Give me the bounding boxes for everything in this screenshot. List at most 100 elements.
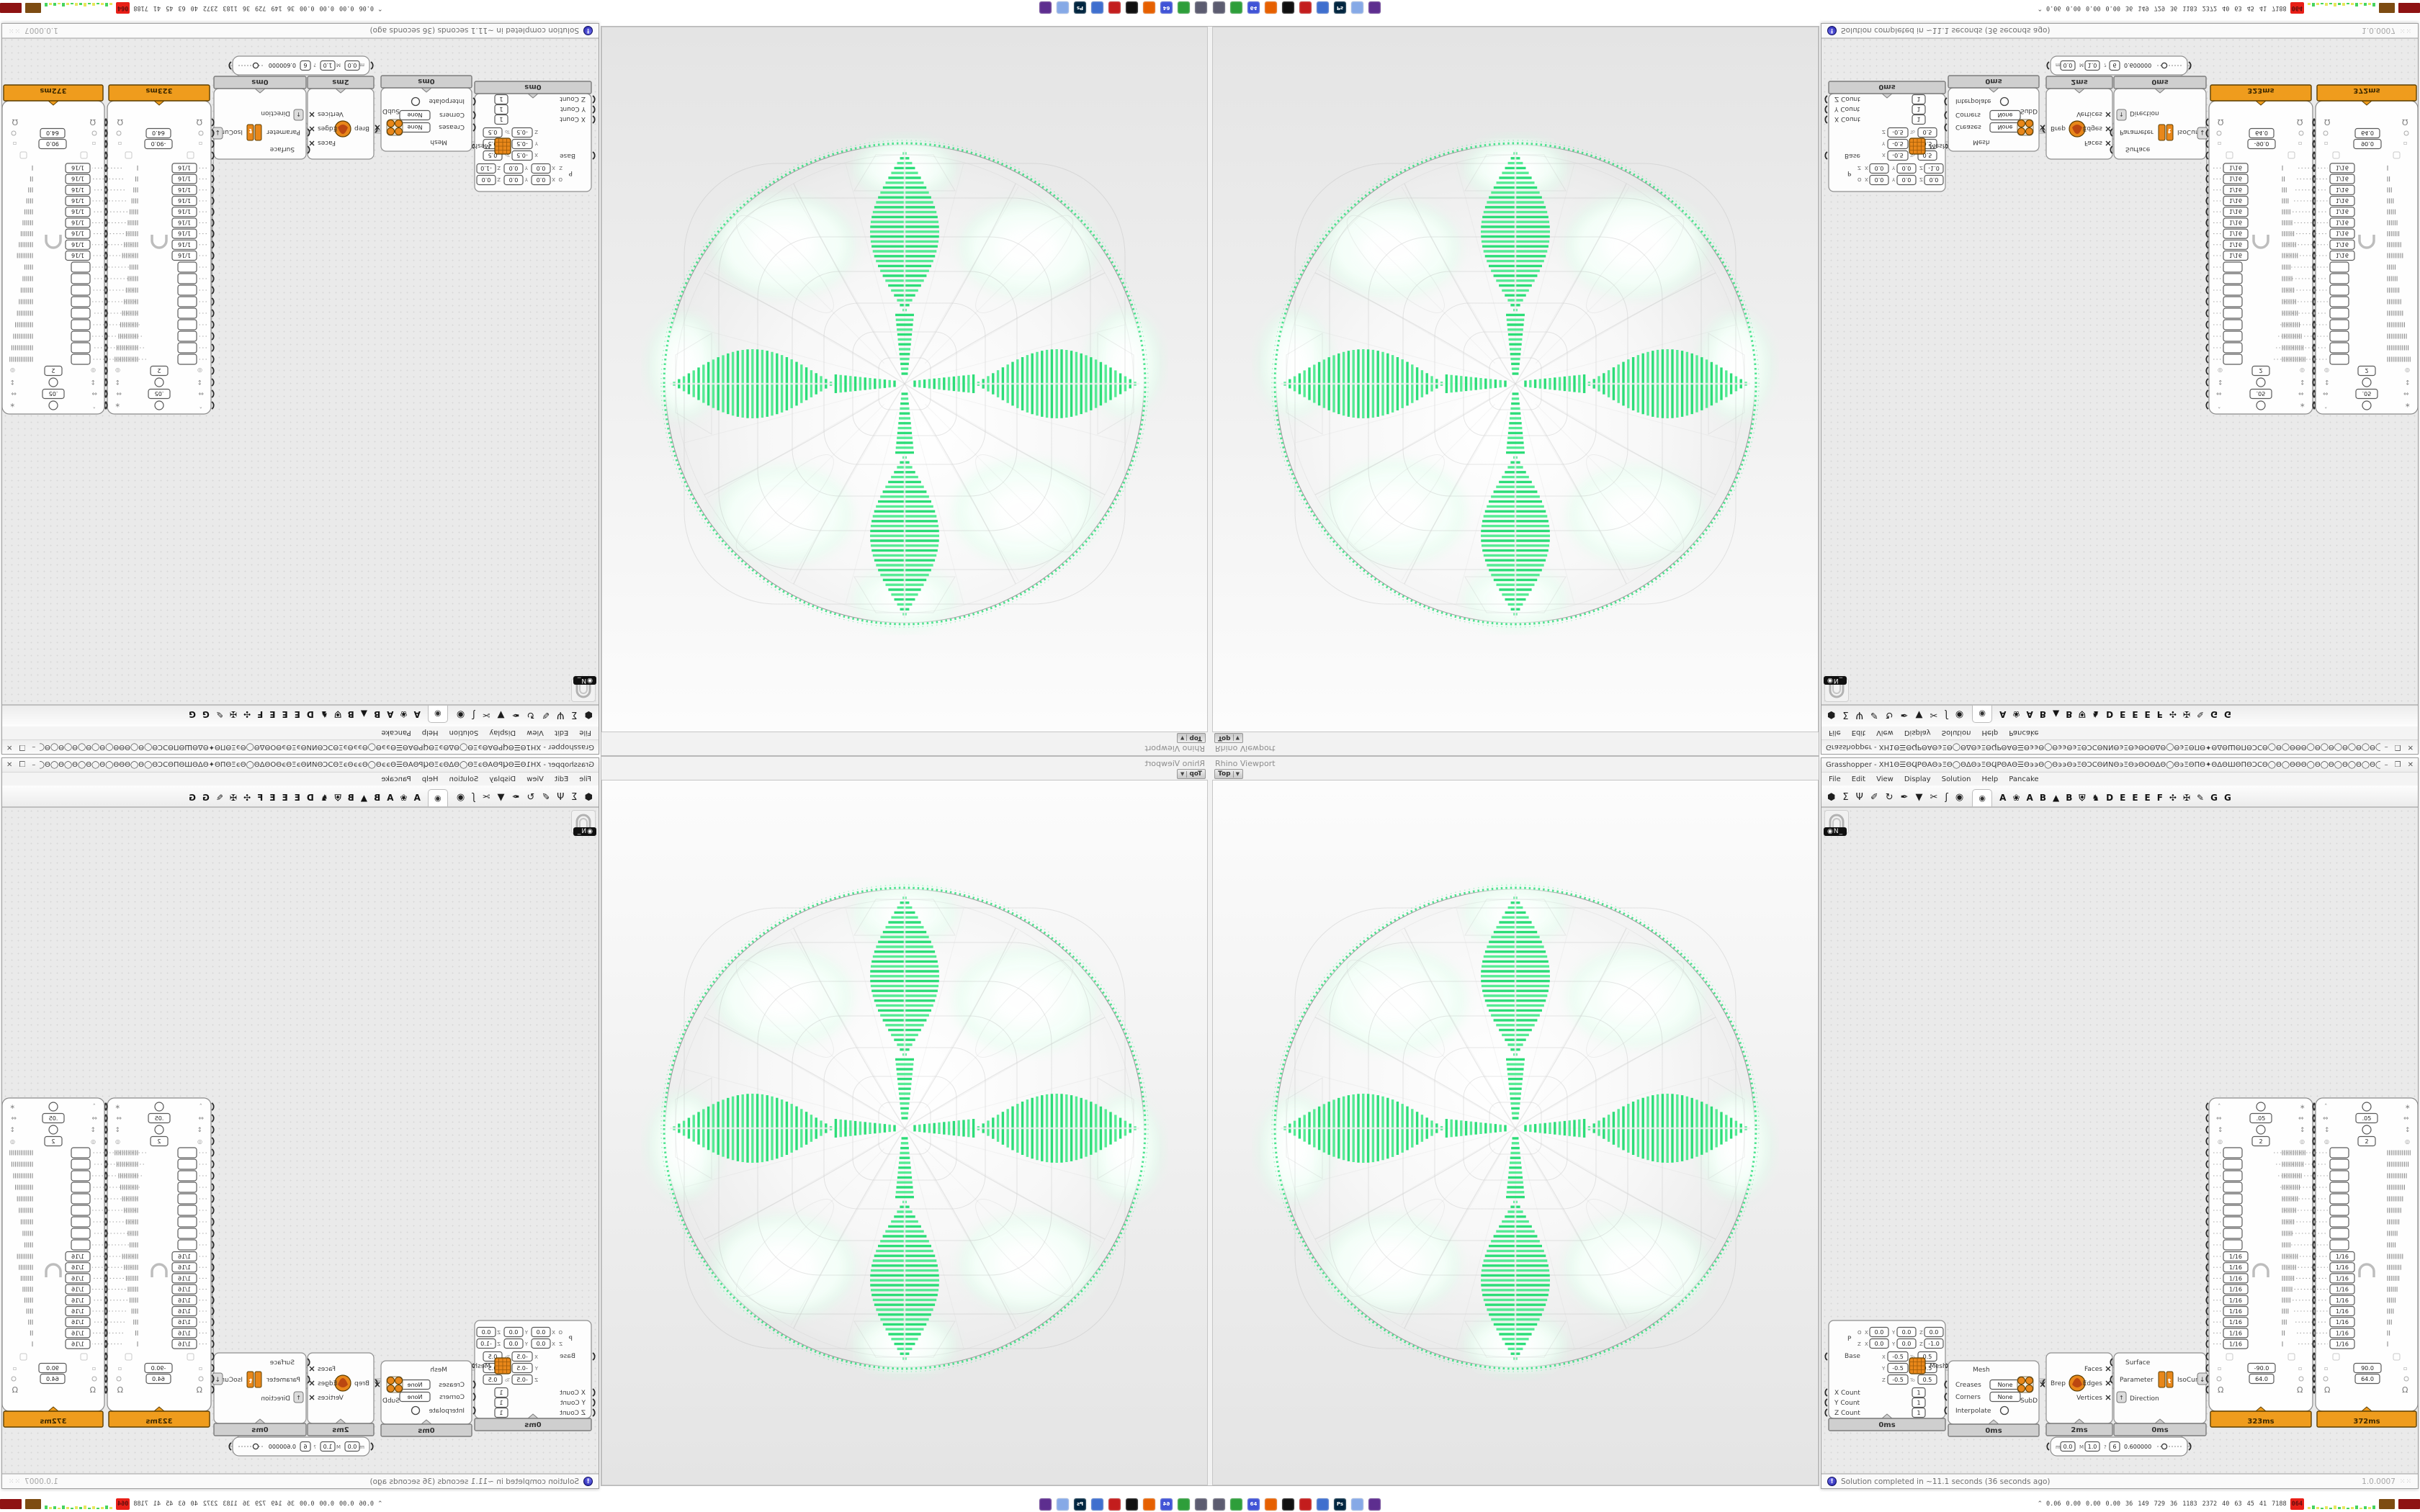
menu-pancake[interactable]: Pancake <box>381 775 411 783</box>
plugin-tab-14[interactable]: ✠ <box>2182 793 2191 803</box>
plugin-tab-4[interactable]: ▲ <box>2052 793 2060 803</box>
close-button[interactable]: ✕ <box>2407 760 2414 769</box>
monitor-icon[interactable] <box>1213 1498 1225 1511</box>
maximize-button[interactable]: ❒ <box>19 760 26 769</box>
plugin-tab-9[interactable]: E <box>2120 793 2126 803</box>
viewport-canvas[interactable] <box>1212 27 1819 732</box>
plugin-tab-7[interactable]: ♞ <box>320 709 328 719</box>
floppy-64-icon[interactable]: 64 <box>1160 1 1173 14</box>
menu-pancake[interactable]: Pancake <box>2009 729 2039 737</box>
plugin-tab-3[interactable]: B <box>2039 709 2046 719</box>
resize-grip-icon[interactable]: ⁙⁙ <box>2399 1477 2412 1485</box>
photoshop-icon[interactable]: Ps <box>1334 1498 1346 1511</box>
package-manager-icon[interactable] <box>1230 1 1242 14</box>
red-app-icon[interactable] <box>1299 1498 1312 1511</box>
component-tab-icon-5[interactable]: ✒ <box>511 792 520 803</box>
menu-file[interactable]: File <box>579 775 591 783</box>
minimize-button[interactable]: – <box>2384 743 2388 752</box>
menu-pancake[interactable]: Pancake <box>381 729 411 737</box>
component-tab-icon-8[interactable]: ʃ <box>1945 792 1948 803</box>
media-app-icon[interactable] <box>1368 1 1381 14</box>
plugin-tab-3[interactable]: B <box>374 709 381 719</box>
maximize-button[interactable]: ❒ <box>2394 760 2401 769</box>
package-manager-icon[interactable] <box>1230 1498 1242 1511</box>
grasshopper-window[interactable]: Grasshopper - XH1Θ☰ΘϤPΘΑΘ϶ΞΘ◯ΘΔΘ϶ΞΘϤPΘΑΘ… <box>1 23 599 755</box>
grasshopper-titlebar[interactable]: Grasshopper - XH1Θ☰ΘϤPΘΑΘ϶ΞΘ◯ΘΔΘ϶ΞΘϤPΘΑΘ… <box>2 758 599 773</box>
plugin-tab-0[interactable]: A <box>1999 709 2007 719</box>
plugin-tab-12[interactable]: F <box>257 793 264 803</box>
menu-pancake[interactable]: Pancake <box>2009 775 2039 783</box>
plugin-tab-16[interactable]: G <box>202 793 210 803</box>
component-tab-icon-3[interactable]: ✐ <box>1870 792 1878 803</box>
plugin-tab-7[interactable]: ♞ <box>320 793 328 803</box>
menu-display[interactable]: Display <box>1904 729 1931 737</box>
plugin-tab-1[interactable]: ❀ <box>2012 793 2020 803</box>
plugin-tab-6[interactable]: ⛨ <box>2079 793 2086 803</box>
monitor-icon[interactable] <box>1195 1 1207 14</box>
plugin-tab-17[interactable]: G <box>2223 793 2231 803</box>
package-manager-icon[interactable] <box>1178 1 1190 14</box>
component-tab-icon-1[interactable]: Σ <box>1842 792 1849 803</box>
menu-edit[interactable]: Edit <box>1851 775 1866 783</box>
plugin-tab-8[interactable]: D <box>2106 793 2114 803</box>
paint-app-icon[interactable] <box>1057 1498 1069 1511</box>
resize-grip-icon[interactable]: ⁙⁙ <box>8 1477 21 1485</box>
plugin-tab-7[interactable]: ♞ <box>2092 709 2100 719</box>
plugin-tab-13[interactable]: ✣ <box>243 793 251 803</box>
viewport-canvas[interactable] <box>1212 780 1819 1485</box>
resize-grip-icon[interactable]: ⁙⁙ <box>8 27 21 35</box>
monitor-icon[interactable] <box>1195 1498 1207 1511</box>
plugin-tab-2[interactable]: A <box>387 709 394 719</box>
plugin-tab-8[interactable]: D <box>306 793 314 803</box>
menu-edit[interactable]: Edit <box>554 775 569 783</box>
menu-solution[interactable]: Solution <box>449 729 479 737</box>
plugin-tab-1[interactable]: ❀ <box>400 709 408 719</box>
component-tab-icon-5[interactable]: ✒ <box>1900 709 1909 720</box>
component-tab-icon-6[interactable]: ▼ <box>1915 792 1923 803</box>
minimize-button[interactable]: – <box>32 760 36 769</box>
grasshopper-titlebar[interactable]: Grasshopper - XH1Θ☰ΘϤPΘΑΘ϶ΞΘ◯ΘΔΘ϶ΞΘϤPΘΑΘ… <box>1821 739 2418 754</box>
menu-edit[interactable]: Edit <box>554 729 569 737</box>
component-tab-icon-9[interactable]: ◉ <box>1955 709 1964 720</box>
plugin-tab-5[interactable]: B <box>347 709 354 719</box>
grasshopper-canvas[interactable]: P O X 0.0 Y 0.0 Z 0.0 Z X 0.0 Y 0.0 Z -1.0 Base X -0.5 To 0… <box>1821 38 2418 705</box>
component-tab-icon-3[interactable]: ✐ <box>1870 709 1878 720</box>
component-tab-icon-1[interactable]: Σ <box>1842 709 1849 720</box>
plugin-tab-12[interactable]: F <box>257 709 264 719</box>
component-tab-icon-0[interactable]: ⬢ <box>1827 792 1836 803</box>
menu-help[interactable]: Help <box>421 729 439 737</box>
floppy-64-icon[interactable]: 64 <box>1247 1 1260 14</box>
menu-view[interactable]: View <box>1876 775 1894 783</box>
plugin-tab-8[interactable]: D <box>306 709 314 719</box>
component-tab-icon-7[interactable]: ✂ <box>1930 709 1938 720</box>
media-app-icon[interactable] <box>1039 1498 1052 1511</box>
menu-solution[interactable]: Solution <box>449 775 479 783</box>
plugin-tab-1[interactable]: ❀ <box>400 793 408 803</box>
plugin-tab-15[interactable]: ✎ <box>2197 793 2205 803</box>
component-tab-icon-0[interactable]: ⬢ <box>584 709 593 720</box>
minimized-window-badge[interactable]: ◉N_ <box>573 827 596 836</box>
component-tab-icon-6[interactable]: ▼ <box>497 792 505 803</box>
selected-component-tab[interactable]: ◉ <box>427 789 448 806</box>
close-button[interactable]: ✕ <box>6 743 13 752</box>
menu-view[interactable]: View <box>526 775 544 783</box>
media-app-icon[interactable] <box>1368 1498 1381 1511</box>
menu-view[interactable]: View <box>1876 729 1894 737</box>
menu-display[interactable]: Display <box>489 729 516 737</box>
plugin-tab-8[interactable]: D <box>2106 709 2114 719</box>
floppy-64-icon[interactable]: 64 <box>1160 1498 1173 1511</box>
component-tab-icon-2[interactable]: Ψ <box>557 709 565 720</box>
firefox-icon[interactable] <box>1143 1 1155 14</box>
inkscape-icon[interactable] <box>1282 1498 1294 1511</box>
window-app-icon[interactable] <box>1091 1498 1103 1511</box>
plugin-tab-16[interactable]: G <box>202 709 210 719</box>
grasshopper-canvas[interactable]: P O X 0.0 Y 0.0 Z 0.0 Z X 0.0 Y 0.0 Z -1.0 Base X -0.5 To 0… <box>2 38 599 705</box>
menu-help[interactable]: Help <box>1981 775 1999 783</box>
component-tab-icon-9[interactable]: ◉ <box>456 792 465 803</box>
plugin-tab-11[interactable]: E <box>269 793 276 803</box>
plugin-tab-12[interactable]: F <box>2156 793 2163 803</box>
plugin-tab-12[interactable]: F <box>2156 709 2163 719</box>
plugin-tab-3[interactable]: B <box>2039 793 2046 803</box>
grasshopper-window[interactable]: Grasshopper - XH1Θ☰ΘϤPΘΑΘ϶ΞΘ◯ΘΔΘ϶ΞΘϤPΘΑΘ… <box>1821 23 2419 755</box>
grasshopper-window[interactable]: Grasshopper - XH1Θ☰ΘϤPΘΑΘ϶ΞΘ◯ΘΔΘ϶ΞΘϤPΘΑΘ… <box>1821 757 2419 1489</box>
